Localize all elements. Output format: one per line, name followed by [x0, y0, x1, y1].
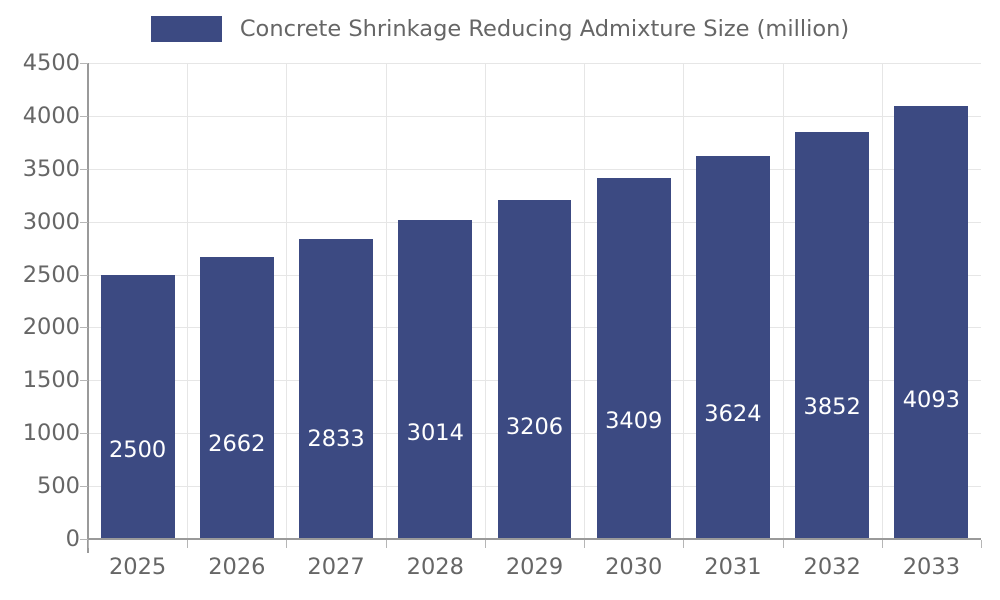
x-axis-tick-mark	[881, 540, 883, 548]
y-axis-tick-mark	[80, 221, 88, 223]
x-axis-tick-label: 2025	[108, 554, 167, 580]
y-axis-tick-label: 0	[65, 525, 80, 552]
legend-color-swatch	[150, 16, 222, 42]
bar[interactable]: 2662	[199, 257, 274, 539]
bar-value-label: 4093	[902, 386, 960, 413]
x-axis-tick-mark	[88, 540, 89, 548]
gridline-horizontal	[88, 63, 981, 64]
x-axis-tick-mark	[782, 540, 784, 548]
x-axis-tick-mark	[683, 540, 685, 548]
x-axis-tick-mark	[286, 540, 288, 548]
x-axis-tick-mark	[584, 540, 586, 548]
gridline-vertical	[783, 63, 784, 539]
y-axis-tick-label: 3500	[22, 155, 80, 182]
legend-label: Concrete Shrinkage Reducing Admixture Si…	[239, 15, 850, 42]
y-axis-ticks: 0 500 1000 1500 2000 2500 3000 3500 4000 4500	[0, 0, 88, 600]
y-axis-tick-mark	[80, 168, 88, 170]
x-axis-tick-label: 2033	[902, 554, 961, 580]
bar[interactable]: 3852	[795, 131, 870, 539]
y-axis-tick-label: 2000	[22, 314, 80, 341]
chart-legend: Concrete Shrinkage Reducing Admixture Si…	[0, 0, 1000, 58]
bar[interactable]: 3206	[497, 199, 572, 539]
gridline-horizontal	[88, 168, 981, 170]
bar[interactable]: 2500	[100, 274, 175, 539]
y-axis-tick-mark	[80, 486, 88, 488]
y-axis-tick-label: 1500	[22, 367, 80, 394]
bar[interactable]: 4093	[894, 106, 969, 539]
x-axis-tick-label: 2030	[605, 554, 663, 580]
gridline-vertical	[485, 63, 486, 539]
x-axis-tick-label: 2029	[505, 554, 564, 580]
y-axis-line	[87, 63, 89, 553]
bar-value-label: 2500	[108, 436, 167, 463]
plot-area: 2500 2662 2833 3014 3206 3409 3624 3852 4093	[88, 63, 981, 540]
x-axis-tick-mark	[385, 540, 387, 548]
bar-value-label: 2662	[208, 431, 266, 458]
bar[interactable]: 3624	[695, 155, 770, 539]
y-axis-tick-label: 500	[37, 472, 80, 499]
y-axis-tick-mark	[80, 115, 88, 117]
y-axis-tick-label: 1000	[22, 419, 80, 446]
y-axis-tick-mark	[80, 433, 88, 435]
gridline-vertical	[683, 63, 684, 539]
gridline-horizontal	[88, 115, 981, 117]
y-axis-tick-label: 4000	[22, 102, 80, 129]
bar-value-label: 3409	[605, 408, 663, 435]
y-axis-tick-mark	[80, 380, 88, 382]
x-axis-tick-label: 2031	[704, 554, 762, 580]
bar[interactable]: 3014	[398, 220, 473, 539]
y-axis-tick-mark	[80, 539, 88, 540]
x-axis-tick-label: 2027	[307, 554, 365, 580]
y-axis-tick-mark	[80, 63, 88, 64]
y-axis-tick-label: 2500	[22, 261, 80, 288]
bar-value-label: 3014	[406, 420, 464, 447]
x-axis-tick-label: 2032	[803, 554, 861, 580]
x-axis-tick-mark	[981, 540, 982, 548]
bar[interactable]: 3409	[596, 178, 671, 539]
y-axis-tick-mark	[80, 274, 88, 276]
y-axis-tick-mark	[80, 327, 88, 329]
gridline-vertical	[882, 63, 883, 539]
x-axis-line	[88, 538, 981, 540]
gridline-vertical	[187, 63, 188, 539]
x-axis-tick-mark	[484, 540, 486, 548]
x-axis-tick-label: 2028	[406, 554, 464, 580]
bar-value-label: 3206	[505, 414, 564, 441]
bar-value-label: 3624	[704, 401, 762, 428]
bar-value-label: 3852	[803, 394, 861, 421]
y-axis-tick-label: 4500	[22, 49, 80, 76]
y-axis-tick-label: 3000	[22, 208, 80, 235]
x-axis-tick-label: 2026	[208, 554, 266, 580]
gridline-vertical	[286, 63, 287, 539]
bar-value-label: 2833	[307, 426, 365, 453]
gridline-vertical	[584, 63, 585, 539]
bar[interactable]: 2833	[299, 239, 373, 539]
gridline-vertical	[386, 63, 387, 539]
x-axis-tick-mark	[187, 540, 189, 548]
